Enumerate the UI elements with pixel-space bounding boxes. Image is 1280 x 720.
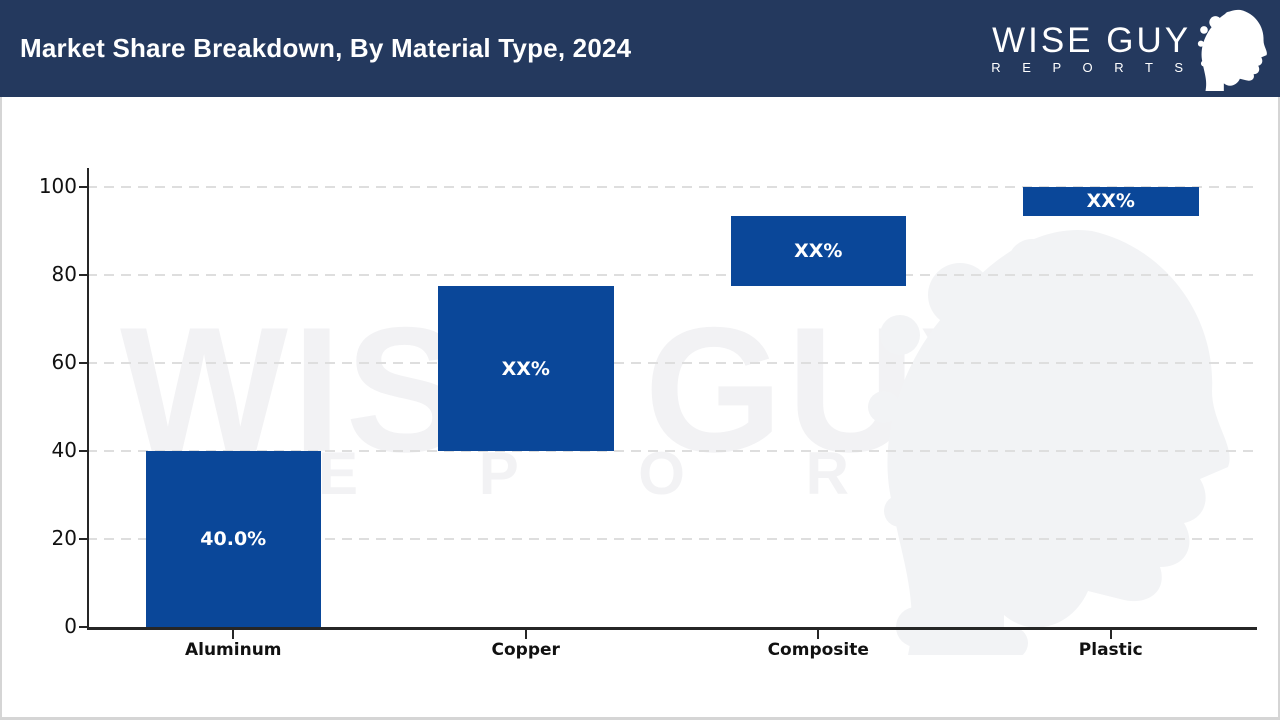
logo-subtitle: R E P O R T S (991, 59, 1192, 75)
gridline-20 (87, 538, 1257, 540)
bar-value-label-aluminum: 40.0% (200, 528, 267, 550)
x-tick-aluminum (232, 630, 235, 639)
x-axis-line (87, 627, 1257, 630)
y-tick-100 (79, 186, 87, 188)
gridline-40 (87, 450, 1257, 452)
y-tick-60 (79, 362, 87, 364)
y-tick-20 (79, 538, 87, 540)
x-category-label-copper: Copper (491, 640, 560, 660)
y-axis-line (87, 168, 89, 627)
logo-text: WISE GUY R E P O R T S (991, 20, 1192, 76)
y-tick-0 (79, 626, 87, 628)
header-banner: Market Share Breakdown, By Material Type… (0, 0, 1280, 97)
bar-value-label-plastic: XX% (1086, 190, 1135, 213)
y-tick-label-100: 100 (38, 174, 77, 198)
x-tick-copper (524, 630, 527, 639)
x-tick-plastic (1109, 630, 1112, 639)
y-tick-label-0: 0 (64, 614, 77, 638)
wise-guy-reports-logo: WISE GUY R E P O R T S (991, 7, 1280, 91)
x-tick-composite (817, 630, 820, 639)
chart-canvas: WISE GUY R E P O R T S 0 20 40 60 80 100 40.0%… (0, 97, 1280, 720)
head-profile-icon (1197, 9, 1267, 91)
watermark-head-graphic (868, 229, 1230, 655)
x-category-label-composite: Composite (767, 640, 869, 660)
y-tick-80 (79, 274, 87, 276)
y-tick-label-40: 40 (51, 438, 77, 462)
x-category-label-aluminum: Aluminum (184, 640, 282, 660)
gridline-60 (87, 362, 1257, 364)
y-tick-label-60: 60 (51, 350, 77, 374)
bar-composite: XX% (730, 215, 906, 286)
bar-copper: XX% (438, 286, 614, 451)
bar-aluminum: 40.0% (145, 451, 321, 627)
bar-value-label-composite: XX% (794, 239, 843, 262)
page-title: Market Share Breakdown, By Material Type… (20, 33, 632, 63)
logo-name: WISE GUY (992, 20, 1192, 60)
y-tick-label-80: 80 (51, 262, 77, 286)
gridline-100 (87, 186, 1257, 188)
y-tick-label-20: 20 (51, 526, 77, 550)
x-category-label-plastic: Plastic (1078, 640, 1143, 660)
gridline-80 (87, 274, 1257, 276)
bar-value-label-copper: XX% (501, 357, 550, 380)
bar-plastic: XX% (1023, 187, 1199, 216)
y-tick-40 (79, 450, 87, 452)
